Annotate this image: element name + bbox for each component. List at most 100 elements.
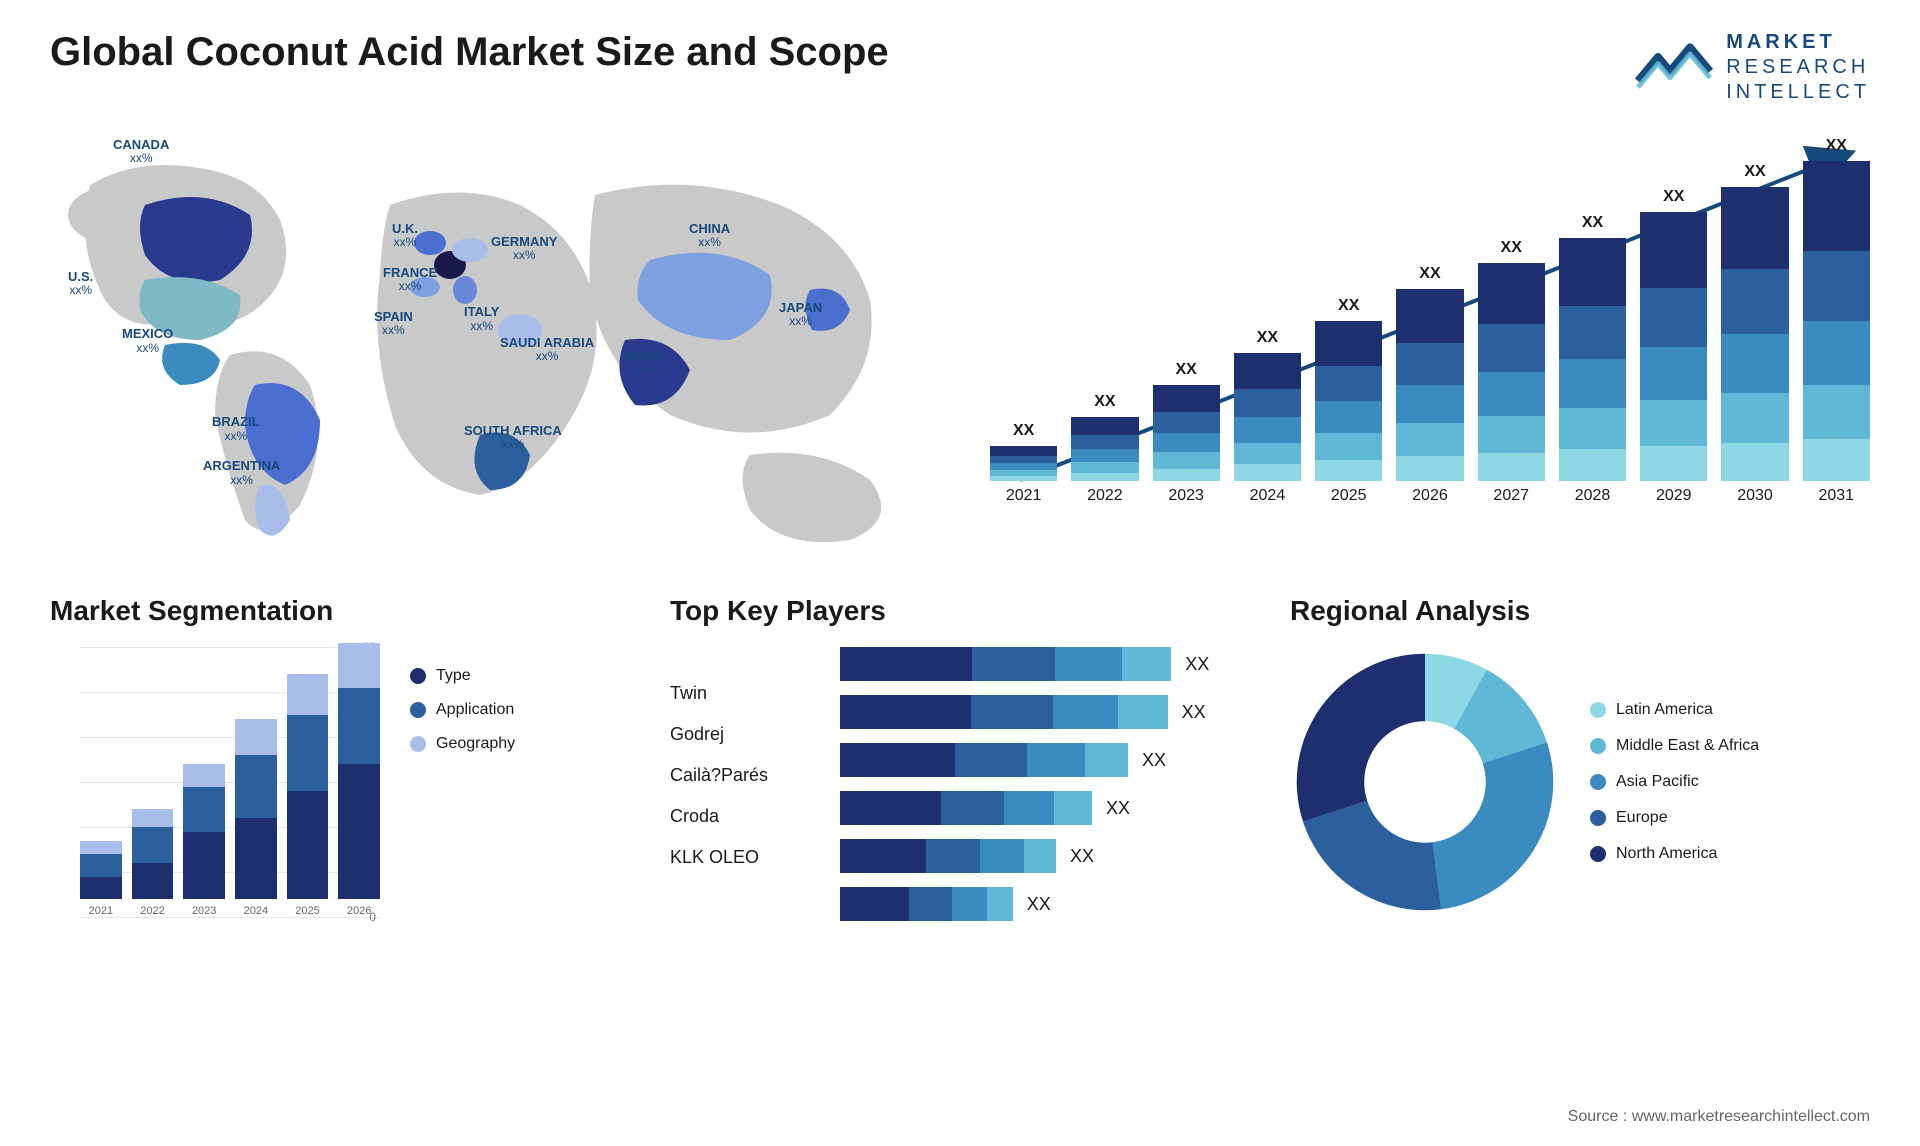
player-bar-value: XX	[1106, 798, 1130, 819]
player-bar-segment	[840, 695, 971, 729]
legend-swatch-icon	[1590, 774, 1606, 790]
seg-bar-segment	[183, 764, 225, 787]
growth-bar-value: XX	[1419, 265, 1440, 283]
legend-swatch-icon	[1590, 702, 1606, 718]
seg-bar: 2023	[183, 764, 225, 917]
growth-bar-segment	[1071, 462, 1138, 473]
growth-bar-segment	[1396, 289, 1463, 343]
player-bar-segment	[952, 887, 987, 921]
growth-bar-value: XX	[1501, 239, 1522, 257]
legend-item: Asia Pacific	[1590, 773, 1759, 791]
player-bar: XX	[840, 695, 1250, 729]
growth-bar-segment	[1234, 443, 1301, 465]
donut-slice	[1297, 654, 1425, 822]
player-bar-segment	[840, 647, 972, 681]
growth-bar-year: 2027	[1493, 487, 1529, 505]
legend-label: Latin America	[1616, 701, 1713, 719]
seg-bar-segment	[80, 877, 122, 900]
map-country-label: SPAINxx%	[374, 310, 413, 337]
growth-bar-segment	[1478, 372, 1545, 416]
player-bar-segment	[980, 839, 1023, 873]
growth-bar-segment	[1315, 366, 1382, 401]
map-country-label: INDIAxx%	[626, 349, 661, 376]
growth-bar-segment	[1234, 417, 1301, 443]
player-bar-segment	[840, 839, 926, 873]
player-bar-segment	[840, 743, 955, 777]
legend-label: Application	[436, 701, 514, 719]
players-panel: Top Key Players TwinGodrejCailà?ParésCro…	[670, 595, 1250, 947]
page-title: Global Coconut Acid Market Size and Scop…	[50, 30, 889, 75]
player-bar-segment	[840, 791, 941, 825]
growth-bar: XX2025	[1315, 297, 1382, 505]
seg-bar-segment	[132, 827, 174, 863]
growth-bar-segment	[1803, 439, 1870, 481]
player-bar-segment	[955, 743, 1027, 777]
regional-donut-chart	[1290, 647, 1560, 917]
growth-bar-segment	[1478, 324, 1545, 372]
map-country-label: SOUTH AFRICAxx%	[464, 424, 562, 451]
segmentation-legend: TypeApplicationGeography	[410, 647, 515, 947]
growth-bar-segment	[1478, 416, 1545, 453]
growth-bar-segment	[1153, 385, 1220, 412]
growth-bar-value: XX	[1175, 361, 1196, 379]
growth-bar: XX 2023	[1153, 361, 1220, 505]
seg-bar-segment	[80, 841, 122, 855]
legend-swatch-icon	[1590, 738, 1606, 754]
growth-bar-segment	[1640, 400, 1707, 446]
player-label: Cailà?Parés	[670, 765, 820, 786]
legend-swatch-icon	[1590, 846, 1606, 862]
logo-mark-icon	[1634, 40, 1714, 95]
player-bar-segment	[1085, 743, 1128, 777]
player-bar-segment	[1055, 647, 1121, 681]
player-bar-segment	[1054, 791, 1092, 825]
growth-bar-segment	[990, 463, 1057, 470]
legend-item: Application	[410, 701, 515, 719]
growth-bar: XX2031	[1803, 137, 1870, 505]
regional-panel: Regional Analysis Latin AmericaMiddle Ea…	[1290, 595, 1870, 947]
player-bar-value: XX	[1027, 894, 1051, 915]
growth-bar-year: 2023	[1168, 487, 1204, 505]
growth-bar: XX2028	[1559, 214, 1626, 505]
seg-bar-segment	[183, 832, 225, 900]
growth-chart-panel: XX2021XX2022XX2023XX2024XX2025XX2026XX20…	[990, 125, 1870, 565]
growth-bar-segment	[1234, 353, 1301, 389]
growth-bar-segment	[1721, 269, 1788, 334]
growth-bar-segment	[1396, 423, 1463, 456]
seg-bar-segment	[287, 674, 329, 715]
donut-slice	[1433, 742, 1554, 909]
legend-label: Middle East & Africa	[1616, 737, 1759, 755]
legend-item: Europe	[1590, 809, 1759, 827]
source-attribution: Source : www.marketresearchintellect.com	[1568, 1108, 1870, 1126]
growth-bar-value: XX	[1582, 214, 1603, 232]
seg-bar-year: 2024	[244, 905, 268, 917]
growth-bar-segment	[1396, 456, 1463, 481]
map-country-label: JAPANxx%	[779, 301, 822, 328]
seg-bar-year: 2023	[192, 905, 216, 917]
map-country-label: SAUDI ARABIAxx%	[500, 336, 594, 363]
legend-item: Middle East & Africa	[1590, 737, 1759, 755]
player-bar-value: XX	[1070, 846, 1094, 867]
growth-bar-segment	[1234, 464, 1301, 481]
seg-bar-segment	[235, 818, 277, 899]
seg-bar-year: 2026	[347, 905, 371, 917]
legend-label: Type	[436, 667, 471, 685]
legend-swatch-icon	[410, 736, 426, 752]
growth-bar-year: 2022	[1087, 487, 1123, 505]
growth-bar: XX 2027	[1478, 239, 1545, 505]
growth-bar-year: 2030	[1737, 487, 1773, 505]
seg-bar-segment	[80, 854, 122, 877]
growth-bar-segment	[1315, 460, 1382, 481]
seg-bar-year: 2022	[140, 905, 164, 917]
players-labels: TwinGodrejCailà?ParésCrodaKLK OLEO	[670, 647, 820, 921]
player-bar-value: XX	[1142, 750, 1166, 771]
segmentation-chart: 0102030405060202120222023202420252026	[50, 647, 380, 947]
growth-bar-segment	[990, 456, 1057, 464]
growth-bar-segment	[1071, 449, 1138, 462]
segmentation-panel: Market Segmentation 01020304050602021202…	[50, 595, 630, 947]
growth-bar: XX2021	[990, 422, 1057, 505]
seg-bar: 2024	[235, 719, 277, 917]
player-label: KLK OLEO	[670, 847, 820, 868]
world-map-panel: CANADAxx%U.S.xx%MEXICOxx%BRAZILxx%ARGENT…	[50, 125, 950, 565]
growth-bar-segment	[1396, 343, 1463, 385]
legend-swatch-icon	[410, 702, 426, 718]
